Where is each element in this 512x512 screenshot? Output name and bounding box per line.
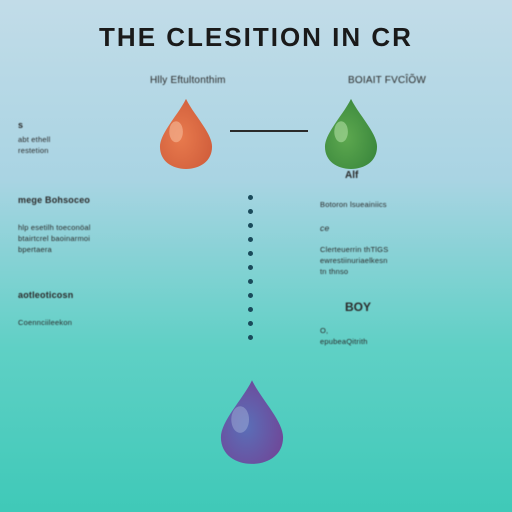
left-l1b: restetion bbox=[18, 146, 49, 156]
right-h2: ce bbox=[320, 223, 329, 234]
right-h3: BOY bbox=[345, 300, 371, 314]
left-h2: mege Bohsoceo bbox=[18, 195, 90, 205]
dot-chain bbox=[248, 195, 253, 340]
page-title: THE CLESITION IN CR bbox=[0, 22, 512, 53]
drop-orange bbox=[155, 95, 217, 171]
left-l3a: Coennciileekon bbox=[18, 318, 72, 328]
left-h3: aotleoticosn bbox=[18, 290, 73, 300]
right-h1: Alf bbox=[345, 170, 358, 181]
right-l2c: tn thnso bbox=[320, 267, 348, 277]
right-l1a: Botoron lsueainiics bbox=[320, 200, 387, 210]
right-l2b: ewrestiinuriaelkesn bbox=[320, 256, 388, 266]
sub-left-caption: Hlly Eftultonthim bbox=[150, 75, 226, 86]
connector-line bbox=[230, 130, 308, 132]
right-l2a: Clerteuerrin thTlGS bbox=[320, 245, 388, 255]
drop-green bbox=[320, 95, 382, 171]
left-h1: s bbox=[18, 120, 23, 130]
drop-purple bbox=[215, 375, 289, 467]
sub-right-caption: BOIAIT FVCÎÕW bbox=[348, 75, 426, 86]
left-l2a: hlp esetilh toeconöal bbox=[18, 223, 91, 233]
left-l2b: btairtcrel baoinarmoi bbox=[18, 234, 90, 244]
left-l2c: bpertaera bbox=[18, 245, 52, 255]
left-l1a: abt ethell bbox=[18, 135, 50, 145]
right-l3a: O, bbox=[320, 326, 328, 336]
right-l3b: epubeaQitrith bbox=[320, 337, 368, 347]
